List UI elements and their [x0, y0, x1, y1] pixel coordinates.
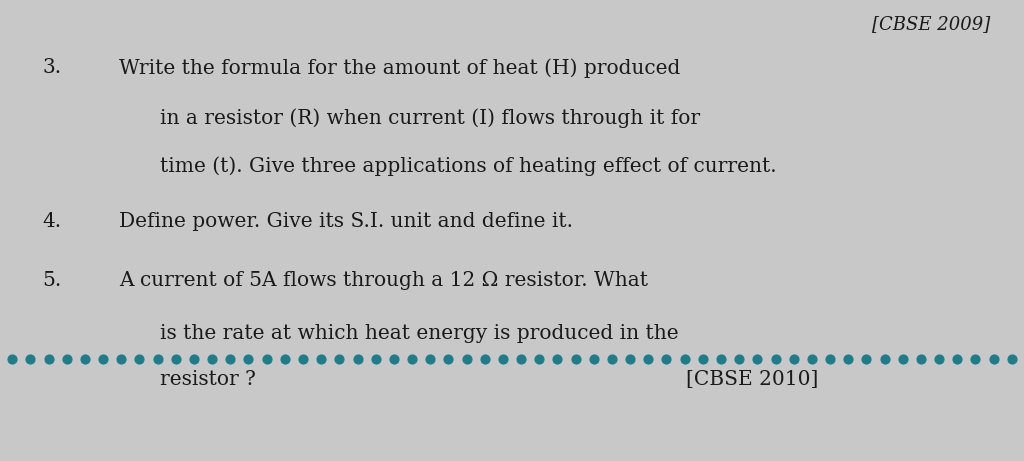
Point — [549, 355, 565, 363]
Point — [640, 355, 656, 363]
Point — [95, 355, 112, 363]
Point — [949, 355, 966, 363]
Point — [131, 355, 147, 363]
Point — [258, 355, 274, 363]
Point — [931, 355, 947, 363]
Point — [40, 355, 56, 363]
Point — [168, 355, 184, 363]
Point — [694, 355, 711, 363]
Point — [185, 355, 202, 363]
Text: [CBSE 2009]: [CBSE 2009] — [871, 15, 990, 33]
Point — [23, 355, 39, 363]
Point — [1022, 355, 1024, 363]
Point — [677, 355, 693, 363]
Point — [513, 355, 529, 363]
Point — [241, 355, 257, 363]
Point — [331, 355, 347, 363]
Point — [422, 355, 438, 363]
Point — [495, 355, 511, 363]
Point — [476, 355, 493, 363]
Point — [150, 355, 166, 363]
Point — [4, 355, 20, 363]
Point — [750, 355, 766, 363]
Point — [877, 355, 893, 363]
Point — [567, 355, 584, 363]
Point — [767, 355, 783, 363]
Text: is the rate at which heat energy is produced in the: is the rate at which heat energy is prod… — [160, 324, 678, 343]
Text: 3.: 3. — [42, 59, 61, 77]
Point — [785, 355, 802, 363]
Point — [804, 355, 820, 363]
Text: time (t). Give three applications of heating effect of current.: time (t). Give three applications of hea… — [160, 157, 776, 176]
Point — [622, 355, 638, 363]
Point — [368, 355, 384, 363]
Point — [295, 355, 311, 363]
Point — [403, 355, 420, 363]
Text: A current of 5A flows through a 12 Ω resistor. What: A current of 5A flows through a 12 Ω res… — [119, 272, 648, 290]
Point — [0, 355, 2, 363]
Point — [840, 355, 856, 363]
Point — [531, 355, 548, 363]
Point — [276, 355, 293, 363]
Point — [459, 355, 475, 363]
Point — [985, 355, 1001, 363]
Point — [713, 355, 729, 363]
Point — [204, 355, 220, 363]
Point — [658, 355, 675, 363]
Point — [604, 355, 621, 363]
Point — [440, 355, 457, 363]
Point — [349, 355, 366, 363]
Point — [858, 355, 874, 363]
Point — [313, 355, 330, 363]
Point — [1004, 355, 1020, 363]
Point — [731, 355, 748, 363]
Point — [386, 355, 402, 363]
Text: 5.: 5. — [42, 272, 61, 290]
Point — [895, 355, 911, 363]
Text: 4.: 4. — [42, 212, 61, 231]
Text: resistor ?: resistor ? — [160, 370, 256, 389]
Point — [586, 355, 602, 363]
Point — [822, 355, 839, 363]
Point — [222, 355, 239, 363]
Point — [912, 355, 929, 363]
Point — [113, 355, 129, 363]
Text: Write the formula for the amount of heat (H) produced: Write the formula for the amount of heat… — [119, 58, 680, 77]
Text: [CBSE 2010]: [CBSE 2010] — [686, 370, 818, 389]
Text: Define power. Give its S.I. unit and define it.: Define power. Give its S.I. unit and def… — [119, 212, 572, 231]
Point — [968, 355, 984, 363]
Text: in a resistor (R) when current (I) flows through it for: in a resistor (R) when current (I) flows… — [160, 108, 699, 128]
Point — [58, 355, 75, 363]
Point — [77, 355, 93, 363]
